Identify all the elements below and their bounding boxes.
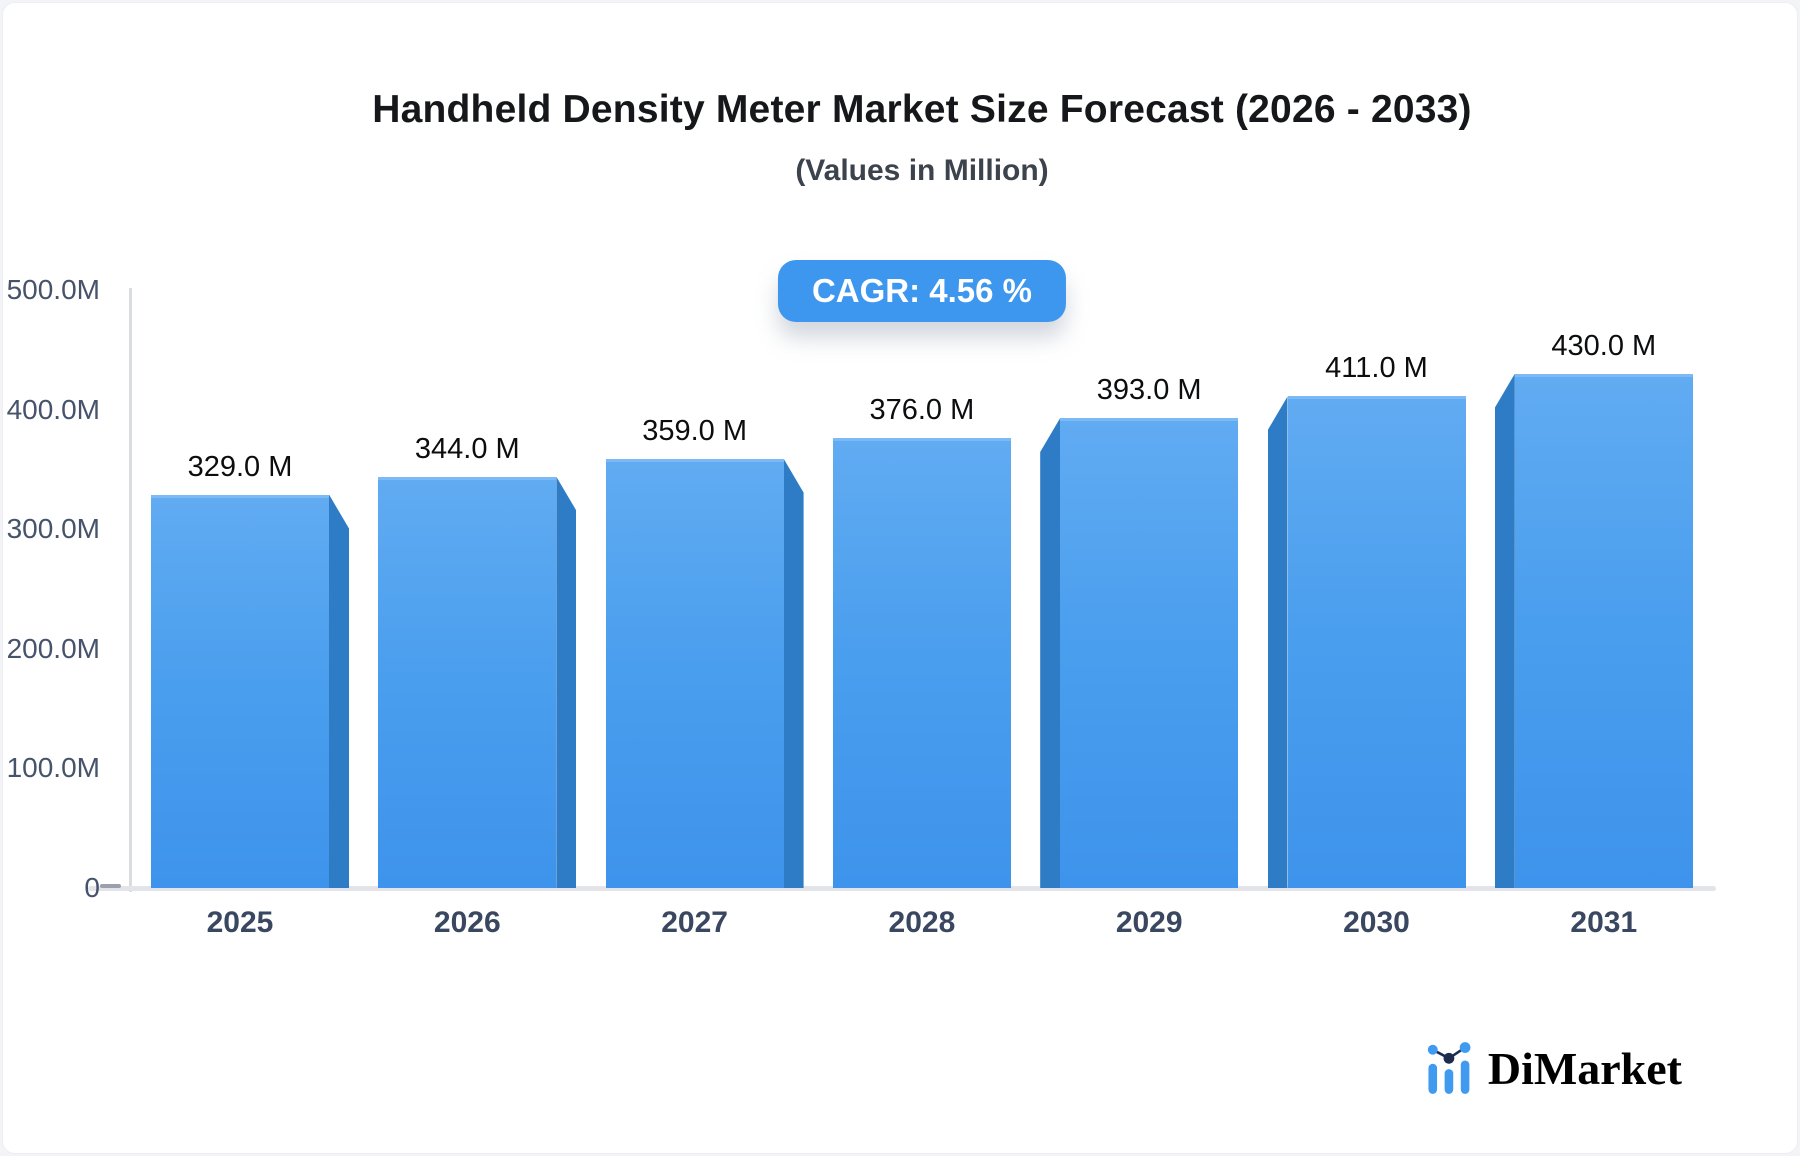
bar-3d-side [1040, 417, 1061, 888]
bar-value-label: 411.0 M [1325, 352, 1428, 385]
y-axis-tick-label: 400.0M [6, 393, 100, 425]
dimarket-logo: DiMarket [1425, 1040, 1682, 1096]
bar-value-label: 376.0 M [869, 394, 975, 427]
cagr-badge: CAGR: 4.56 % [777, 260, 1067, 322]
logo-wordmark: DiMarket [1487, 1042, 1682, 1094]
bar-value-label: 430.0 M [1551, 329, 1657, 362]
bar-3d-side [556, 476, 577, 888]
chart-header: Handheld Density Meter Market Size Forec… [44, 88, 1800, 188]
y-axis-tick-label: 0 [84, 872, 100, 903]
bar-value-label: 344.0 M [414, 432, 520, 465]
bar-value-label: 393.0 M [1096, 373, 1202, 406]
bar-3d-side [1267, 396, 1288, 888]
bar-2028[interactable] [832, 438, 1011, 888]
bar-2027[interactable] [605, 458, 784, 888]
bar-3d-side [1494, 373, 1515, 888]
mini-bar-chart-icon [1427, 1042, 1471, 1094]
x-axis-label-2027: 2027 [661, 906, 728, 939]
x-axis-baseline [88, 886, 1716, 891]
x-axis-label-2025: 2025 [206, 906, 274, 939]
zero-tick-mark [100, 884, 121, 888]
bar-value-label: 329.0 M [187, 450, 293, 483]
bar-2026[interactable] [378, 476, 557, 888]
chart-subtitle: (Values in Million) [795, 154, 1049, 187]
bar-3d-side [329, 494, 349, 888]
bar-2029[interactable] [1060, 417, 1239, 888]
bar-value-label: 359.0 M [642, 414, 747, 447]
x-axis-label-2029: 2029 [1115, 906, 1183, 939]
bar-2030[interactable] [1287, 396, 1466, 888]
bar-3d-side [783, 458, 804, 888]
x-axis-label-2026: 2026 [433, 906, 501, 939]
y-axis-tick-label: 300.0M [6, 513, 100, 545]
y-axis-tick-label: 200.0M [6, 632, 100, 664]
y-axis-tick-label: 100.0M [6, 752, 100, 784]
bar-2031[interactable] [1514, 373, 1693, 888]
x-axis-label-2030: 2030 [1343, 906, 1410, 939]
x-axis-label-2031: 2031 [1570, 906, 1638, 939]
bar-2025[interactable] [151, 494, 329, 888]
x-axis-label-2028: 2028 [888, 906, 956, 939]
y-axis-tick-label: 500.0M [6, 274, 100, 305]
y-axis-line [129, 288, 132, 892]
chart-title: Handheld Density Meter Market Size Forec… [372, 88, 1472, 131]
